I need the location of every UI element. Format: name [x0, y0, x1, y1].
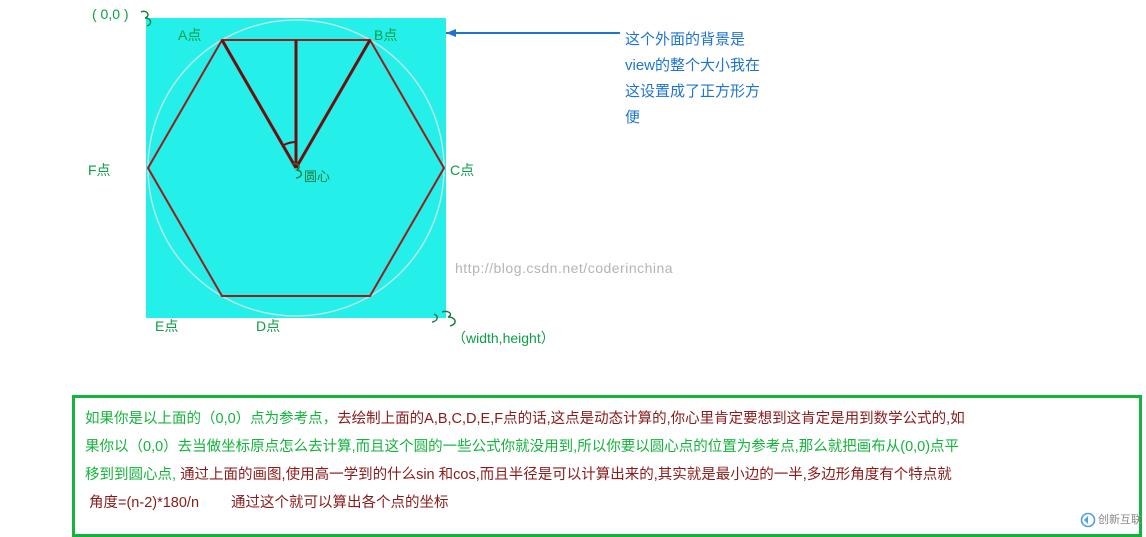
- box-p1a: 如果你是以上面的（0,0）点为参考点，: [85, 411, 337, 427]
- right-l2: view的整个大小我在: [625, 53, 760, 79]
- box-p1b: 去绘制上面的A,B,C,D,E,F点的话,这点是动态计算的,你心里肯定要想到这肯…: [337, 411, 965, 427]
- logo-text: 创新互联: [1098, 514, 1142, 526]
- center-label: 圆心: [304, 166, 330, 185]
- box-p3a: 移到到圆心点,: [85, 467, 180, 483]
- right-l1: 这个外面的背景是: [625, 27, 760, 53]
- right-explain: 这个外面的背景是 view的整个大小我在 这设置成了正方形方 便: [625, 27, 760, 131]
- box-p4a: 角度=(n-2)*180/n: [89, 495, 199, 511]
- box-p4b: 通过这个就可以算出各个点的坐标: [231, 495, 449, 511]
- right-l4: 便: [625, 105, 760, 131]
- pt-label-E: E点: [155, 316, 178, 336]
- pt-label-C: C点: [450, 160, 474, 180]
- box-p2a: 果你以（0,0）去当做坐标原点怎么去计算,而且这个圆的一些公式你就没用到,所以你…: [85, 439, 959, 455]
- watermark: http://blog.csdn.net/coderinchina: [455, 260, 673, 276]
- origin-label: ( 0,0 ): [92, 6, 129, 22]
- box-p3b: 通过上面的画图,使用高一学到的什么sin 和cos,而且半径是可以计算出来的,其…: [180, 467, 952, 483]
- arrow-head: [446, 29, 456, 37]
- wh-label: （width,height）: [452, 328, 555, 348]
- pt-label-B: B点: [374, 25, 397, 45]
- pt-label-D: D点: [256, 316, 280, 336]
- pt-label-A: A点: [178, 25, 201, 45]
- site-logo: 创新互联: [1080, 511, 1142, 528]
- pt-label-F: F点: [88, 160, 111, 180]
- explain-box: 如果你是以上面的（0,0）点为参考点，去绘制上面的A,B,C,D,E,F点的话,…: [72, 395, 1142, 537]
- right-l3: 这设置成了正方形方: [625, 79, 760, 105]
